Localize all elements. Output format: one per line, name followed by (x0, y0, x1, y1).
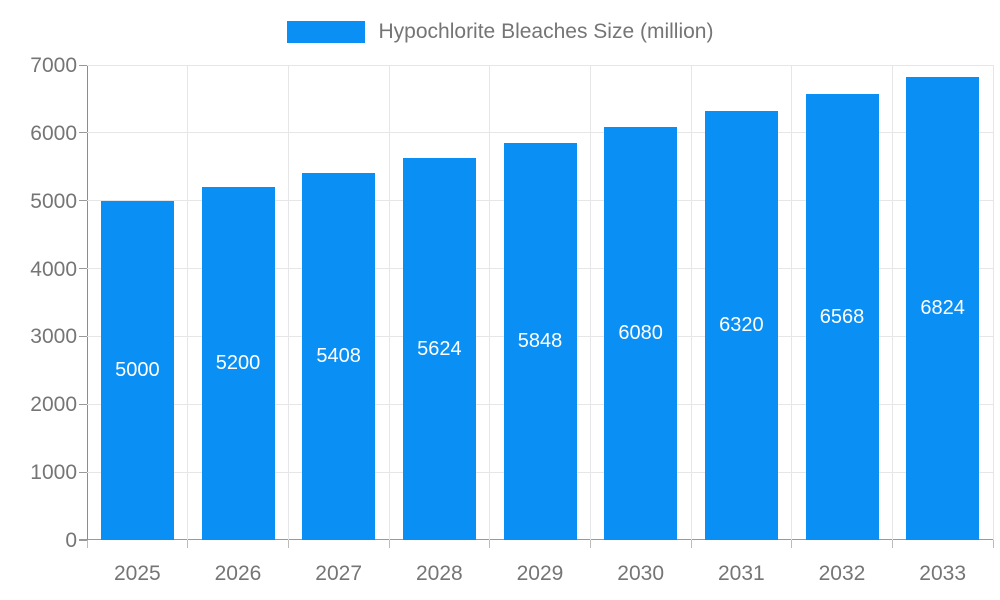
x-axis-tick (891, 540, 893, 548)
bar: 5408 (302, 173, 376, 540)
y-axis-tick-label: 5000 (30, 189, 77, 213)
bar: 6080 (604, 127, 678, 540)
y-axis-tick-label: 6000 (30, 121, 77, 145)
y-axis-tick (79, 539, 87, 541)
x-axis-tick-label: 2026 (214, 562, 262, 585)
plot-area: 5000 5200 5408 5624 5848 6080 6320 6568 6824 (79, 64, 994, 548)
x-axis-tick-label: 2033 (919, 562, 967, 585)
x-axis-tick-label: 2029 (516, 562, 564, 585)
x-gridline (187, 65, 189, 540)
x-axis-tick-label: 2025 (113, 562, 161, 585)
bar: 6824 (906, 76, 980, 540)
x-axis-tick (589, 540, 591, 548)
x-axis-tick-label: 2032 (818, 562, 866, 585)
x-axis-tick-label: 2030 (617, 562, 665, 585)
y-gridline (87, 64, 993, 66)
x-axis-tick (388, 540, 390, 548)
legend-label: Hypochlorite Bleaches Size (million) (378, 20, 714, 43)
bar-value-label: 5408 (316, 345, 361, 368)
bar-value-label: 5200 (215, 352, 261, 375)
bar: 5000 (100, 200, 174, 540)
x-axis-tick (187, 540, 189, 548)
y-axis-tick-label: 4000 (30, 257, 77, 281)
bar-value-label: 5000 (115, 358, 160, 381)
legend-color-swatch (286, 21, 365, 43)
y-axis-tick (79, 335, 87, 337)
bar-value-label: 6568 (819, 305, 865, 328)
x-axis-tick (791, 540, 793, 548)
x-gridline (589, 65, 591, 540)
y-axis-line (87, 65, 88, 540)
x-gridline (791, 65, 793, 540)
y-axis-tick (79, 471, 87, 473)
bar: 5624 (402, 158, 476, 540)
y-axis-tick (79, 132, 87, 134)
bar: 5848 (503, 143, 577, 540)
bar-value-label: 6824 (920, 296, 965, 319)
y-axis-tick-label: 3000 (30, 325, 77, 349)
y-axis-tick (79, 268, 87, 270)
bar: 5200 (201, 187, 275, 540)
x-gridline (992, 65, 994, 540)
bar-value-label: 6320 (719, 314, 764, 337)
x-axis-tick (992, 540, 994, 548)
y-gridline (87, 132, 993, 134)
x-gridline (287, 65, 289, 540)
x-axis-tick (489, 540, 491, 548)
x-axis-tick-label: 2028 (415, 562, 463, 585)
bar-value-label: 6080 (618, 322, 663, 345)
legend-item[interactable]: Hypochlorite Bleaches Size (million) (0, 18, 1000, 46)
bar: 6568 (805, 94, 879, 540)
bar-value-label: 5624 (417, 337, 462, 360)
x-axis-tick (86, 540, 88, 548)
x-axis-tick-label: 2031 (717, 562, 765, 585)
x-gridline (891, 65, 893, 540)
x-axis-tick (287, 540, 289, 548)
x-axis-tick-label: 2027 (315, 562, 363, 585)
y-axis-tick-label: 1000 (30, 461, 77, 485)
x-gridline (489, 65, 491, 540)
x-axis-tick (690, 540, 692, 548)
y-axis-tick-label: 7000 (30, 54, 77, 77)
y-axis-tick (79, 403, 87, 405)
y-axis-tick-label: 2000 (30, 393, 77, 417)
x-gridline (690, 65, 692, 540)
y-axis-tick (79, 64, 87, 66)
y-axis-tick (79, 200, 87, 202)
bar-value-label: 5848 (517, 330, 563, 353)
bar: 6320 (704, 111, 778, 540)
x-gridline (388, 65, 390, 540)
y-axis-tick-label: 0 (65, 529, 77, 552)
